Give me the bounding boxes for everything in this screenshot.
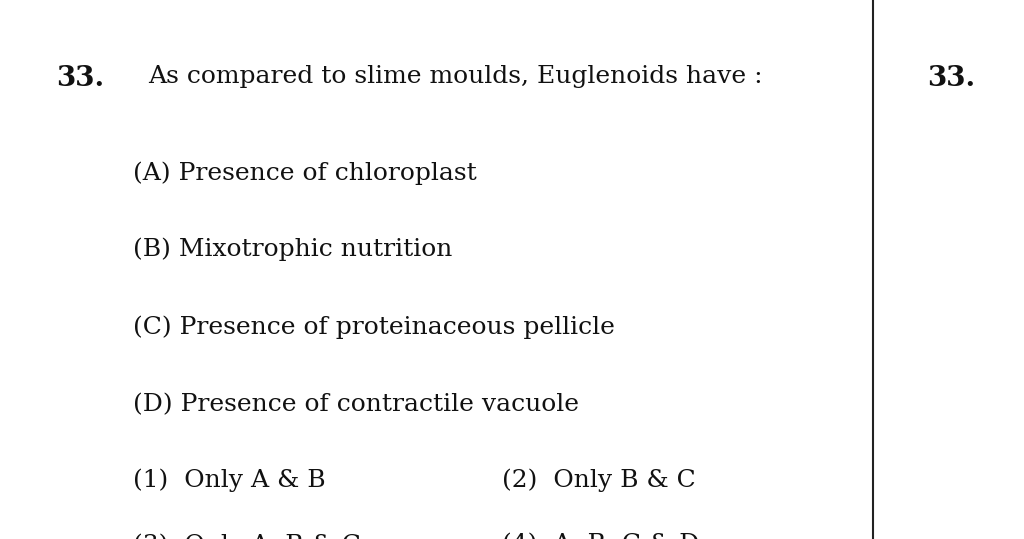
Text: (A) Presence of chloroplast: (A) Presence of chloroplast — [133, 162, 477, 185]
Text: As compared to slime moulds, Euglenoids have :: As compared to slime moulds, Euglenoids … — [148, 65, 763, 88]
Text: (C) Presence of proteinaceous pellicle: (C) Presence of proteinaceous pellicle — [133, 315, 615, 339]
Text: (1)  Only A & B: (1) Only A & B — [133, 469, 326, 493]
Text: (4)  A, B, C & D: (4) A, B, C & D — [502, 534, 699, 539]
Text: (3)  Only A, B & C: (3) Only A, B & C — [133, 534, 361, 539]
Text: (B) Mixotrophic nutrition: (B) Mixotrophic nutrition — [133, 237, 453, 261]
Text: 33.: 33. — [927, 65, 975, 92]
Text: (2)  Only B & C: (2) Only B & C — [502, 469, 695, 493]
Text: (D) Presence of contractile vacuole: (D) Presence of contractile vacuole — [133, 393, 580, 417]
Text: 33.: 33. — [56, 65, 104, 92]
